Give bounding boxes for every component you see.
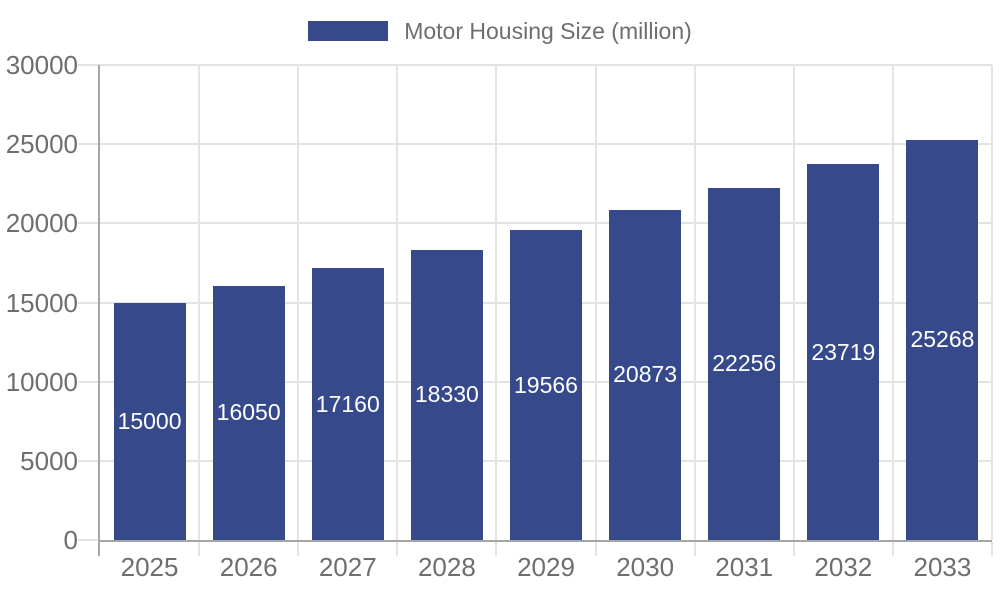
bar-value-label: 22256 bbox=[712, 350, 777, 377]
x-gridline bbox=[991, 65, 993, 540]
y-tick-label: 25000 bbox=[5, 129, 78, 160]
x-gridline bbox=[297, 65, 300, 540]
y-axis-line bbox=[98, 65, 100, 556]
bar-value-label: 20873 bbox=[613, 361, 678, 388]
x-axis-tick bbox=[297, 542, 300, 556]
x-gridline bbox=[891, 65, 894, 540]
y-axis-tick bbox=[78, 539, 99, 541]
legend: Motor Housing Size (million) bbox=[0, 17, 1000, 45]
x-tick-label: 2028 bbox=[417, 552, 476, 582]
y-gridline bbox=[78, 143, 992, 146]
y-tick-label: 15000 bbox=[5, 287, 78, 318]
bar-2025: 15000 bbox=[113, 302, 186, 540]
bar-2032: 23719 bbox=[807, 164, 880, 540]
x-tick-label: 2031 bbox=[715, 552, 774, 582]
bar-2029: 19566 bbox=[510, 230, 582, 540]
bar-2033: 25268 bbox=[906, 139, 979, 540]
x-tick-label: 2032 bbox=[814, 552, 873, 582]
y-tick-label: 20000 bbox=[5, 208, 78, 239]
x-axis-tick bbox=[198, 542, 201, 556]
bar-2026: 16050 bbox=[212, 285, 285, 540]
legend-label: Motor Housing Size (million) bbox=[404, 18, 692, 44]
y-gridline bbox=[78, 222, 992, 225]
bar-value-label: 16050 bbox=[216, 399, 281, 426]
x-axis-tick bbox=[792, 542, 795, 556]
x-axis-line bbox=[98, 540, 992, 542]
bar-2027: 17160 bbox=[311, 268, 384, 540]
x-gridline bbox=[495, 65, 498, 540]
x-gridline bbox=[396, 65, 399, 540]
bar-value-label: 23719 bbox=[811, 338, 876, 365]
bar-value-label: 19566 bbox=[514, 371, 578, 398]
bar-2031: 22256 bbox=[708, 187, 781, 540]
legend-swatch bbox=[308, 21, 389, 41]
x-axis-tick bbox=[991, 542, 993, 556]
x-gridline bbox=[198, 65, 201, 540]
y-gridline bbox=[78, 64, 992, 66]
y-tick-label: 30000 bbox=[5, 50, 78, 80]
y-tick-label: 5000 bbox=[20, 445, 78, 476]
x-tick-label: 2029 bbox=[517, 552, 575, 582]
y-tick-label: 0 bbox=[63, 525, 78, 555]
x-axis-tick bbox=[891, 542, 894, 556]
x-gridline bbox=[594, 65, 597, 540]
x-tick-label: 2026 bbox=[219, 552, 278, 582]
bar-2028: 18330 bbox=[410, 249, 483, 540]
x-axis-tick bbox=[594, 542, 597, 556]
bar-value-label: 15000 bbox=[117, 407, 182, 434]
x-tick-label: 2025 bbox=[120, 552, 179, 582]
x-tick-label: 2027 bbox=[318, 552, 377, 582]
bar-value-label: 18330 bbox=[414, 381, 479, 408]
x-axis-tick bbox=[495, 542, 498, 556]
x-tick-label: 2030 bbox=[616, 552, 675, 582]
x-axis-tick bbox=[396, 542, 399, 556]
bar-2030: 20873 bbox=[609, 209, 682, 540]
y-tick-label: 10000 bbox=[5, 366, 78, 397]
x-axis-tick bbox=[693, 542, 696, 556]
x-tick-label: 2033 bbox=[913, 552, 972, 582]
x-gridline bbox=[792, 65, 795, 540]
x-gridline bbox=[693, 65, 696, 540]
bar-value-label: 17160 bbox=[315, 390, 380, 417]
bar-value-label: 25268 bbox=[910, 326, 975, 353]
